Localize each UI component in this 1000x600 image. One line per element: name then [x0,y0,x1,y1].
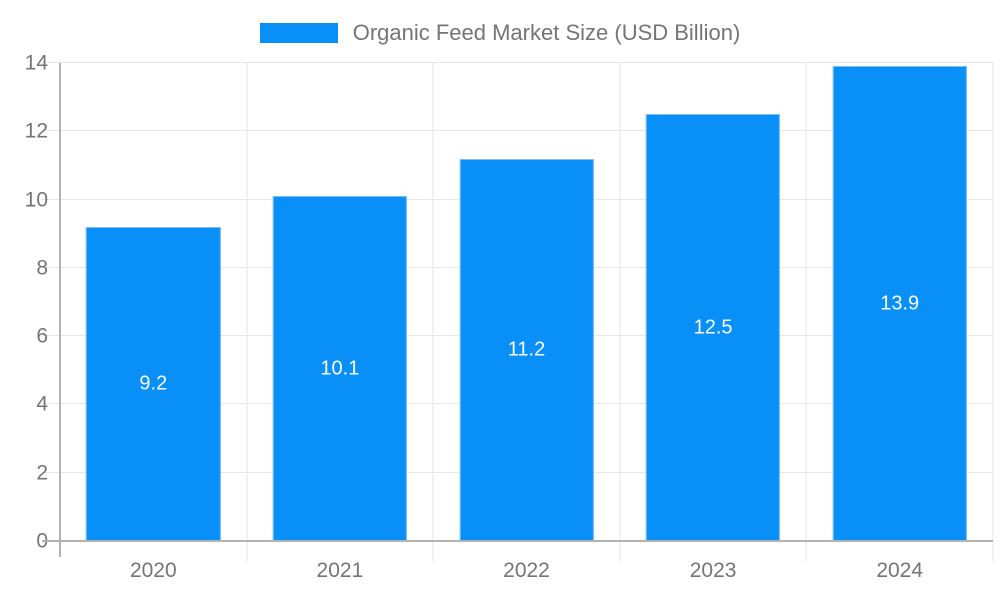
legend: Organic Feed Market Size (USD Billion) [0,20,1000,46]
bar-2023[interactable]: 12.5 [645,114,781,541]
bar-2020[interactable]: 9.2 [86,226,221,541]
y-axis-tick-label: 14 [24,51,48,75]
y-axis-tick-label: 4 [36,392,48,416]
x-axis-tick [805,541,807,561]
y-axis-tick-label: 6 [36,324,48,348]
bar-value-label: 10.1 [320,357,360,380]
bar-value-label: 11.2 [507,338,546,361]
x-axis-tick [619,541,621,561]
x-axis-label: 2024 [876,559,924,582]
legend-swatch-icon[interactable] [259,23,338,43]
bar-2022[interactable]: 11.2 [459,158,594,541]
x-axis-tick [992,541,994,561]
y-axis-tick-label: 8 [36,256,48,280]
bar-value-label: 12.5 [693,316,733,339]
x-axis-label: 2022 [503,559,550,582]
h-gridline [42,130,993,132]
v-gridline [246,63,248,541]
v-gridline [432,63,434,541]
y-axis-tick-label: 0 [0,531,48,552]
bar-value-label: 9.2 [139,372,168,395]
x-axis-label: 2023 [689,559,737,582]
bar-value-label: 13.9 [880,292,920,315]
x-axis-label: 2021 [316,559,364,582]
x-axis-tick [432,541,434,561]
x-axis-line [42,540,993,542]
x-axis-tick [246,541,248,561]
y-axis-tick-label: 2 [36,461,48,485]
bar-2021[interactable]: 10.1 [272,196,408,541]
h-gridline [42,62,993,63]
v-gridline [619,63,621,541]
y-axis-tick-label: 12 [24,119,48,143]
y-axis-line [59,63,61,557]
plot-area: 024681012149.2202010.1202111.2202212.520… [25,53,994,582]
v-gridline [805,63,807,541]
v-gridline [992,63,994,541]
bar-2024[interactable]: 13.9 [832,66,967,541]
x-axis-label: 2020 [129,559,177,582]
y-axis-tick-label: 10 [24,188,48,212]
legend-label[interactable]: Organic Feed Market Size (USD Billion) [352,20,741,45]
